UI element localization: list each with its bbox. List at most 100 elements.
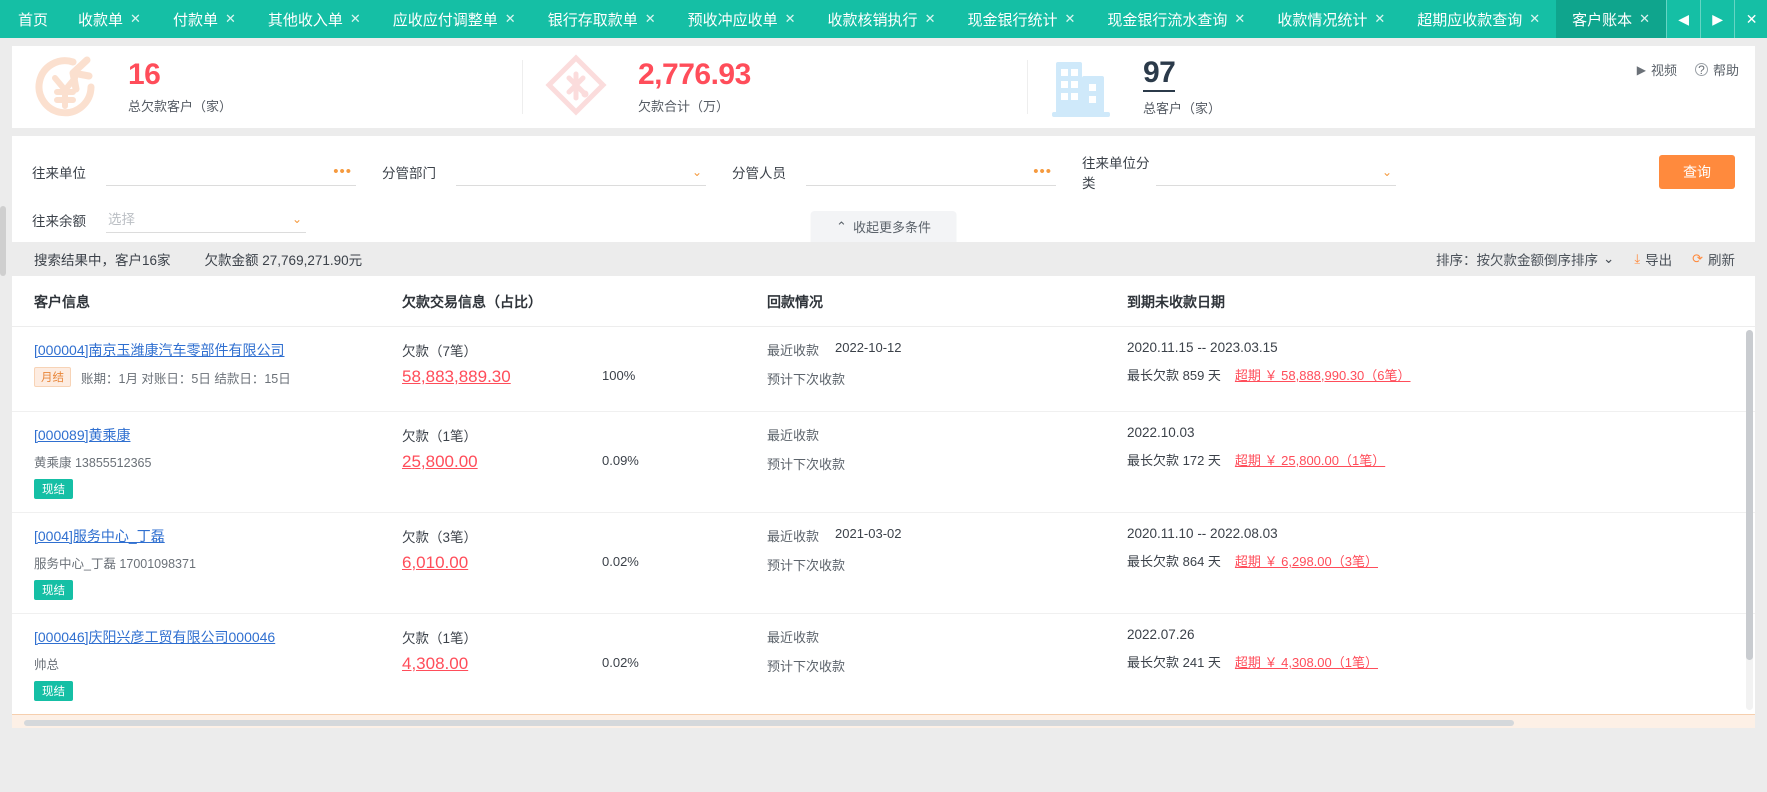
tab-close-icon[interactable]: ✕ <box>130 11 141 27</box>
longest-overdue-days: 最长欠款 864 天 <box>1127 554 1221 569</box>
tab-close-icon[interactable]: ✕ <box>1374 11 1386 27</box>
refresh-button[interactable]: ⟳ 刷新 <box>1692 249 1735 269</box>
chevron-down-icon[interactable]: ⌄ <box>291 212 302 226</box>
customer-name-link[interactable]: [000089]黄乘康 <box>34 427 131 443</box>
cell-customer: [000089]黄乘康 黄乘康 13855512365 现结 <box>12 411 402 513</box>
help-link-label: 帮助 <box>1712 63 1739 78</box>
debt-amount-link[interactable]: 25,800.00 <box>402 452 478 471</box>
customer-name-link[interactable]: [0004]服务中心_丁磊 <box>34 528 165 544</box>
filter-input[interactable] <box>806 164 1056 179</box>
filter-input[interactable] <box>106 211 306 227</box>
filter-label: 往来余额 <box>32 213 86 229</box>
tab-close-icon[interactable]: ✕ <box>1639 11 1651 27</box>
last-receipt-line: 最近收款 <box>767 425 1117 444</box>
filter-row-1: 往来单位 ••• 分管部门 ⌄ 分管人员 ••• 往来单位分类 ⌄ 查询 <box>32 152 1735 192</box>
tab-close-icon[interactable]: ✕ <box>784 11 796 27</box>
table-horizontal-scroll-thumb[interactable] <box>24 720 1514 726</box>
filter-input[interactable] <box>456 164 706 179</box>
buildings-icon <box>1045 54 1117 120</box>
overdue-amount-link[interactable]: 超期 ￥ 4,308.00（1笔） <box>1234 655 1378 670</box>
query-button[interactable]: 查询 <box>1659 155 1735 189</box>
tab-8[interactable]: 现金银行统计 ✕ <box>951 0 1091 38</box>
filter-label: 分管人员 <box>732 166 786 181</box>
table-vertical-scroll-thumb[interactable] <box>1746 330 1753 660</box>
kpi-card-total-customers: 97 总客户（家） <box>1027 46 1467 128</box>
filter-input[interactable] <box>1156 164 1396 179</box>
more-options-icon[interactable]: ••• <box>1033 163 1052 180</box>
left-rail-scroll-thumb[interactable] <box>0 206 6 276</box>
tab-close-icon[interactable]: ✕ <box>504 11 516 27</box>
kpi-value: 16 <box>128 57 161 91</box>
cell-debt: 欠款（3笔） 6,010.00 0.02% <box>402 512 767 614</box>
cell-repayment: 最近收款 预计下次收款 <box>767 613 1127 715</box>
table-row[interactable]: [000089]黄乘康 黄乘康 13855512365 现结 欠款（1笔） 25,800… <box>12 411 1755 513</box>
tab-home[interactable]: 首页 <box>0 0 62 38</box>
debt-amount-link[interactable]: 4,308.00 <box>402 654 469 673</box>
filter-field: 分管部门 ⌄ <box>382 159 706 186</box>
filter-control: ••• <box>106 159 356 186</box>
tab-close-icon[interactable]: ✕ <box>924 11 936 27</box>
tab-9[interactable]: 现金银行流水查询 ✕ <box>1091 0 1261 38</box>
table-horizontal-scrollbar[interactable] <box>24 720 1739 726</box>
tab-label: 客户账本 <box>1572 11 1633 29</box>
more-options-icon[interactable]: ••• <box>333 163 352 180</box>
tab-close-icon[interactable]: ✕ <box>644 11 656 27</box>
chevron-down-icon[interactable]: ⌄ <box>1381 164 1392 179</box>
customer-terms-text: 账期：1月 对账日：5日 结款日：15日 <box>81 371 291 386</box>
debt-count: 欠款（1笔） <box>402 429 478 444</box>
tab-label: 首页 <box>18 11 49 29</box>
table-row[interactable]: [000046]庆阳兴彦工贸有限公司000046 帅总 现结 欠款（1笔） 4,308.… <box>12 613 1755 715</box>
tab-6[interactable]: 预收冲应收单 ✕ <box>672 0 812 38</box>
debt-count: 欠款（3笔） <box>402 530 478 545</box>
tab-7[interactable]: 收款核销执行 ✕ <box>812 0 952 38</box>
tab-4[interactable]: 应收应付调整单 ✕ <box>377 0 532 38</box>
overdue-amount-link[interactable]: 超期 ￥ 6,298.00（3笔） <box>1234 554 1378 569</box>
tab-scroll-prev-button[interactable]: ◀ <box>1667 0 1702 38</box>
tab-1[interactable]: 收款单 ✕ <box>62 0 157 38</box>
tab-close-icon[interactable]: ✕ <box>224 11 236 27</box>
result-count-text: 搜索结果中，客户16家 <box>34 253 171 268</box>
overdue-amount-link[interactable]: 超期 ￥ 25,800.00（1笔） <box>1234 453 1386 468</box>
tab-2[interactable]: 付款单 ✕ <box>157 0 252 38</box>
tab-close-icon[interactable]: ✕ <box>349 11 361 27</box>
cell-due-date: 2020.11.15 -- 2023.03.15 最长欠款 859 天超期 ￥ 5… <box>1127 326 1755 412</box>
tab-11[interactable]: 超期应收款查询 ✕ <box>1401 0 1556 38</box>
tab-5[interactable]: 银行存取款单 ✕ <box>532 0 672 38</box>
tab-close-all-button[interactable]: ✕ <box>1735 0 1767 38</box>
filter-label: 往来单位 <box>32 166 86 181</box>
collapse-more-conditions-button[interactable]: ⌃ 收起更多条件 <box>810 211 957 242</box>
tab-10[interactable]: 收款情况统计 ✕ <box>1261 0 1401 38</box>
table-vertical-scrollbar[interactable] <box>1746 330 1753 710</box>
export-button[interactable]: ⤓ 导出 <box>1634 249 1672 269</box>
help-link[interactable]: ? 帮助 <box>1694 60 1739 79</box>
kpi-label: 总客户（家） <box>1143 100 1222 116</box>
kpi-value: 2,776.93 <box>638 57 751 91</box>
video-link[interactable]: ▶ 视频 <box>1637 60 1677 79</box>
left-rail <box>0 76 6 792</box>
filter-field: 分管人员 ••• <box>732 159 1056 186</box>
tab-12[interactable]: 客户账本 ✕ <box>1556 0 1667 38</box>
filter-input[interactable] <box>106 164 356 179</box>
tab-close-icon[interactable]: ✕ <box>1064 11 1076 27</box>
debt-amount-link[interactable]: 58,883,889.30 <box>402 367 511 386</box>
chevron-down-icon[interactable]: ⌄ <box>691 164 702 179</box>
customer-name-link[interactable]: [000004]南京玉潍康汽车零部件有限公司 <box>34 342 285 358</box>
debt-amount-link[interactable]: 6,010.00 <box>402 553 469 572</box>
kpi-label: 总欠款客户（家） <box>128 99 233 115</box>
question-circle-icon: ? <box>1694 63 1708 77</box>
sort-selector[interactable]: 排序：按欠款金额倒序排序 ⌄ <box>1436 249 1614 269</box>
tab-label: 应收应付调整单 <box>392 11 498 29</box>
tab-close-icon[interactable]: ✕ <box>1234 11 1246 27</box>
table-row[interactable]: [0004]服务中心_丁磊 服务中心_丁磊 17001098371 现结 欠款（3笔）… <box>12 512 1755 614</box>
last-receipt-line: 最近收款 2021-03-02 <box>767 526 1117 545</box>
tab-3[interactable]: 其他收入单 ✕ <box>252 0 377 38</box>
debt-count: 欠款（1笔） <box>402 631 478 646</box>
tab-scroll-next-button[interactable]: ▶ <box>1701 0 1736 38</box>
tab-label: 收款单 <box>78 11 124 29</box>
overdue-amount-link[interactable]: 超期 ￥ 58,888,990.30（6笔） <box>1234 368 1411 383</box>
settlement-badge: 现结 <box>34 681 73 701</box>
customer-name-link[interactable]: [000046]庆阳兴彦工贸有限公司000046 <box>34 629 276 645</box>
tab-close-icon[interactable]: ✕ <box>1529 11 1541 27</box>
filter-field: 往来单位 ••• <box>32 159 356 186</box>
table-row[interactable]: [000004]南京玉潍康汽车零部件有限公司 月结 账期：1月 对账日：5日 结款日… <box>12 326 1755 412</box>
